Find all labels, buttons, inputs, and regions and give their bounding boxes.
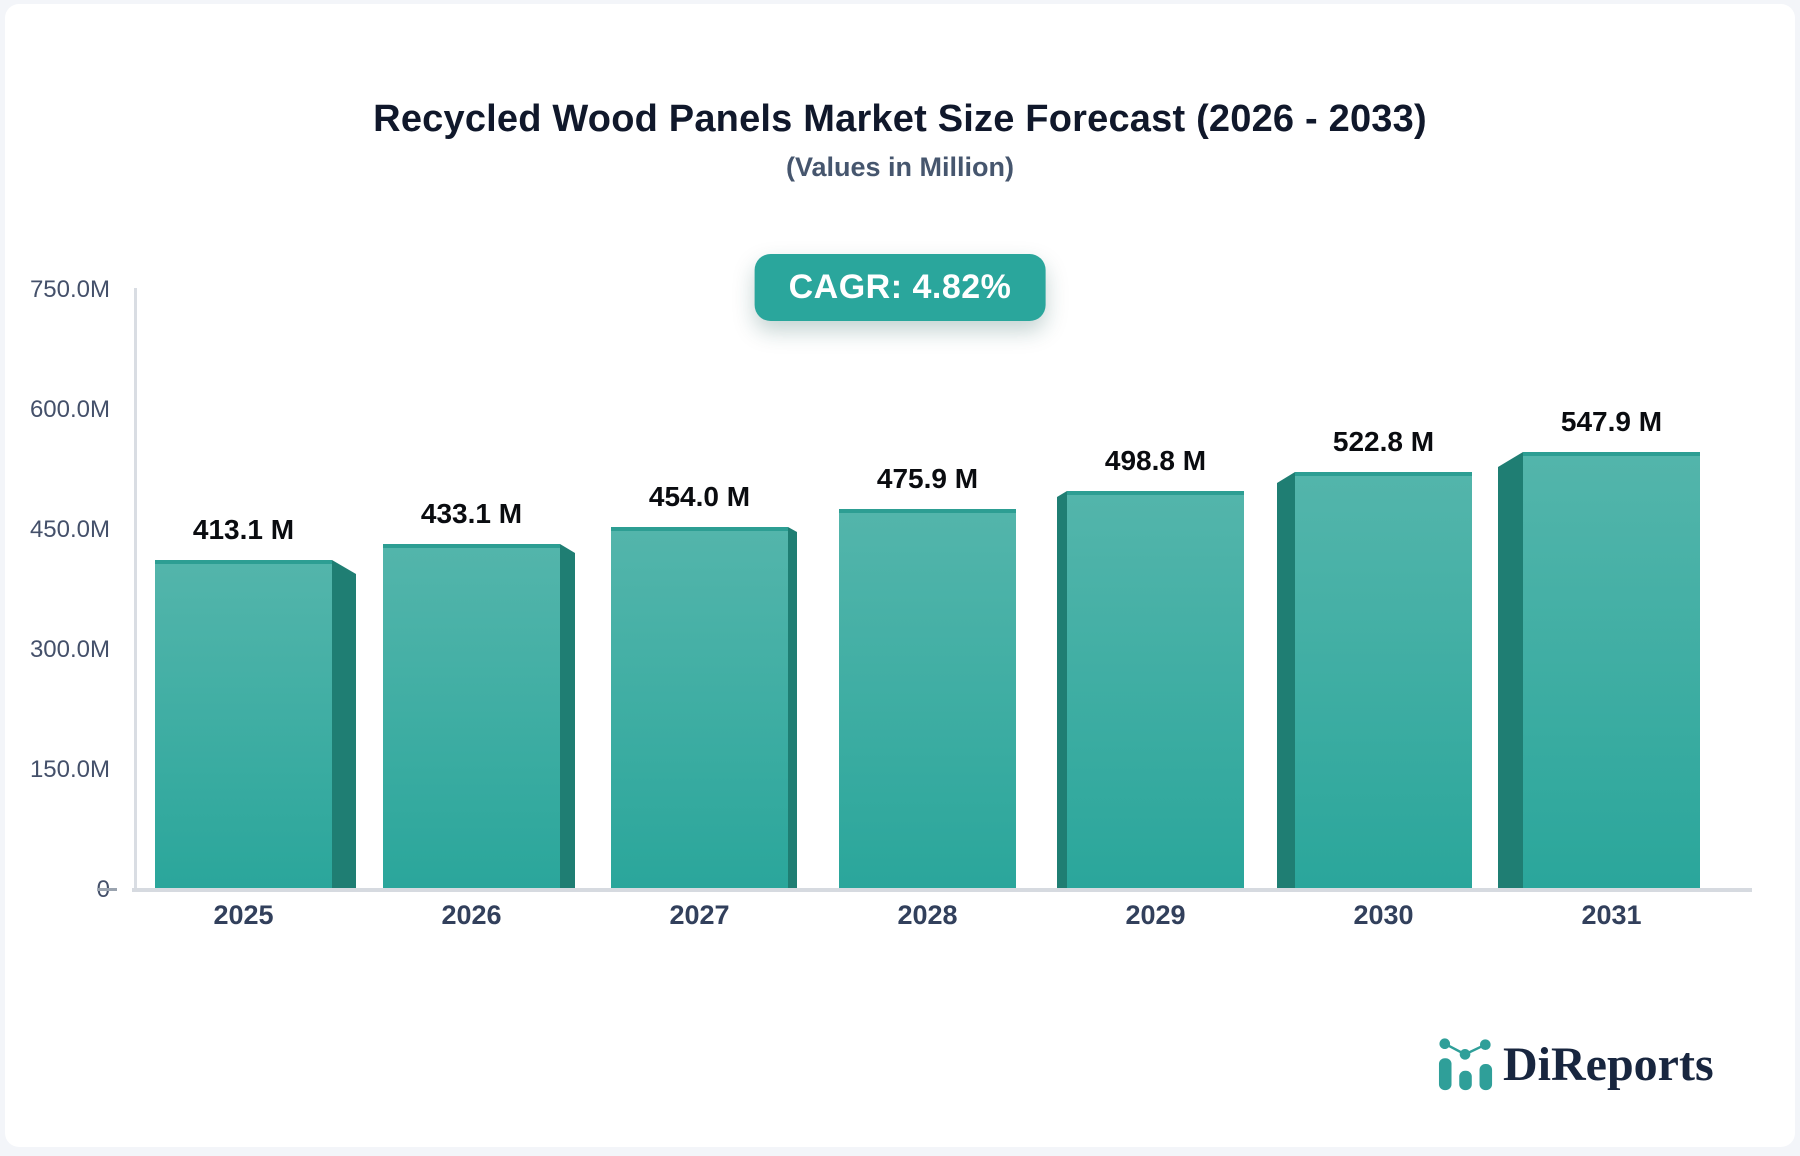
bar-2028[interactable]: [839, 509, 1016, 890]
y-tick-300.0M: 300.0M: [29, 636, 110, 663]
value-label-2030: 522.8 M: [1332, 426, 1435, 457]
x-label-2030: 2030: [1353, 900, 1414, 930]
y-tick-750.0M: 750.0M: [29, 276, 110, 303]
x-label-2031: 2031: [1581, 900, 1642, 930]
bar-2027[interactable]: [611, 527, 788, 890]
y-tick-600.0M: 600.0M: [29, 396, 110, 423]
bar-2026-side-face: [560, 544, 575, 890]
cagr-badge: CAGR: 4.82%: [754, 254, 1046, 321]
y-tick-450.0M: 450.0M: [29, 516, 110, 543]
bar-2031[interactable]: [1523, 452, 1700, 890]
chart-subtitle: (Values in Million): [785, 152, 1015, 182]
bar-2025[interactable]: [155, 560, 332, 890]
value-label-2027: 454.0 M: [648, 481, 751, 512]
x-label-2027: 2027: [669, 900, 730, 930]
bar-2030[interactable]: [1295, 472, 1472, 890]
x-label-2028: 2028: [897, 900, 958, 930]
chart-title: Recycled Wood Panels Market Size Forecas…: [373, 98, 1427, 140]
bar-2031-side-face: [1498, 452, 1523, 890]
brand-name: DiReports: [1503, 1037, 1714, 1091]
value-label-2031: 547.9 M: [1560, 406, 1663, 437]
bar-2029-side-face: [1057, 491, 1067, 890]
bar-chart-sparkline-icon: [1438, 1038, 1493, 1091]
bar-2027-side-face: [788, 527, 797, 890]
bar-chart-plot: 750.0M 600.0M 450.0M 300.0M 150.0M 0 413.1 M 4…: [5, 4, 1795, 1147]
bar-2029[interactable]: [1067, 491, 1244, 890]
y-tick-150.0M: 150.0M: [29, 756, 110, 783]
value-label-2025: 413.1 M: [192, 514, 295, 545]
value-label-2029: 498.8 M: [1104, 445, 1207, 476]
bar-2026[interactable]: [383, 544, 560, 890]
x-label-2029: 2029: [1125, 900, 1186, 930]
x-label-2026: 2026: [441, 900, 502, 930]
y-axis-line: [134, 288, 137, 890]
cagr-badge-label: CAGR: 4.82%: [788, 268, 1012, 306]
x-axis-baseline: [132, 888, 1752, 892]
bar-2025-side-face: [332, 560, 356, 890]
x-label-2025: 2025: [213, 900, 274, 930]
chart-card: Recycled Wood Panels Market Size Forecas…: [5, 4, 1795, 1147]
value-label-2026: 433.1 M: [420, 498, 523, 529]
value-label-2028: 475.9 M: [876, 463, 979, 494]
direports-logo: DiReports: [1437, 1036, 1714, 1092]
bar-2030-side-face: [1277, 472, 1295, 890]
y-tick-zero-dash: [97, 888, 117, 891]
y-tick-0: 0: [5, 875, 110, 905]
